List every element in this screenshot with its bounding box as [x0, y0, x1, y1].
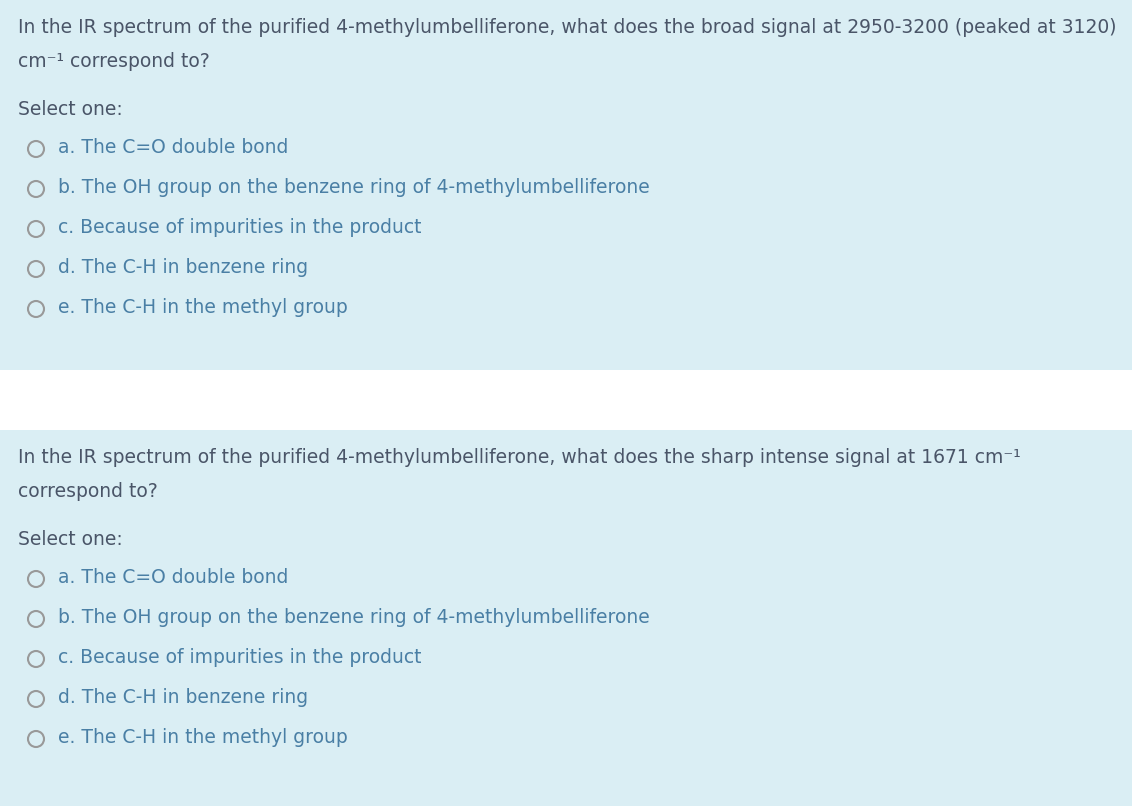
Text: Select one:: Select one:: [18, 530, 122, 549]
Text: a. The C=O double bond: a. The C=O double bond: [58, 138, 289, 157]
Text: In the IR spectrum of the purified 4-methylumbelliferone, what does the broad si: In the IR spectrum of the purified 4-met…: [18, 18, 1116, 37]
Text: d. The C-H in benzene ring: d. The C-H in benzene ring: [58, 258, 308, 277]
Text: b. The OH group on the benzene ring of 4-methylumbelliferone: b. The OH group on the benzene ring of 4…: [58, 178, 650, 197]
Text: c. Because of impurities in the product: c. Because of impurities in the product: [58, 218, 421, 237]
Text: c. Because of impurities in the product: c. Because of impurities in the product: [58, 648, 421, 667]
Bar: [0, 370, 1132, 430]
Text: e. The C-H in the methyl group: e. The C-H in the methyl group: [58, 298, 348, 317]
Text: d. The C-H in benzene ring: d. The C-H in benzene ring: [58, 688, 308, 707]
Text: b. The OH group on the benzene ring of 4-methylumbelliferone: b. The OH group on the benzene ring of 4…: [58, 608, 650, 627]
Text: a. The C=O double bond: a. The C=O double bond: [58, 568, 289, 587]
Text: correspond to?: correspond to?: [18, 482, 157, 501]
Text: e. The C-H in the methyl group: e. The C-H in the methyl group: [58, 728, 348, 747]
Text: Select one:: Select one:: [18, 100, 122, 119]
Text: cm⁻¹ correspond to?: cm⁻¹ correspond to?: [18, 52, 209, 71]
Text: In the IR spectrum of the purified 4-methylumbelliferone, what does the sharp in: In the IR spectrum of the purified 4-met…: [18, 448, 1021, 467]
